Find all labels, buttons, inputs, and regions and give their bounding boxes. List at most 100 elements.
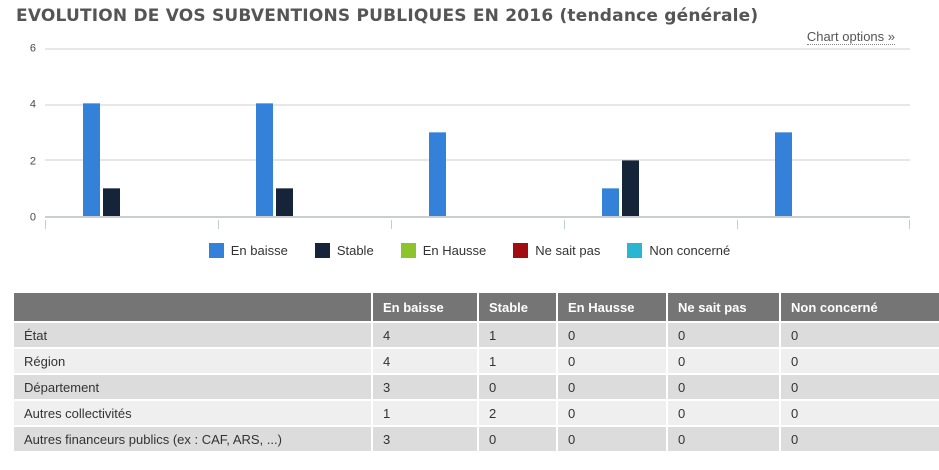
table-row: Département 3 0 0 0 0	[14, 374, 939, 401]
table-row: Autres collectivités 1 2 0 0 0	[14, 400, 939, 427]
bar-slot	[103, 187, 120, 216]
x-axis-tick	[564, 220, 565, 229]
value-cell: 0	[477, 374, 557, 401]
legend-swatch	[208, 243, 224, 258]
table-header-cell: Stable	[477, 293, 557, 323]
chart-legend: En baisse Stable En Hausse Ne sait pas Non c…	[0, 243, 939, 258]
x-axis-tick	[391, 220, 392, 229]
value-cell: 0	[666, 348, 780, 375]
bar-group	[45, 49, 218, 216]
bar-slot	[602, 187, 619, 216]
value-cell: 4	[371, 348, 478, 375]
legend-swatch	[513, 243, 529, 258]
bar-en-baisse[interactable]	[775, 131, 792, 216]
row-label-cell: Autres collectivités	[14, 400, 372, 427]
value-cell: 0	[666, 400, 780, 427]
value-cell: 3	[371, 426, 478, 453]
legend-label: Ne sait pas	[535, 243, 601, 258]
value-cell: 4	[371, 322, 478, 349]
legend-item[interactable]: En baisse	[208, 243, 288, 258]
bar-group	[737, 49, 910, 216]
y-tick-label: 6	[29, 42, 36, 55]
value-cell: 0	[779, 400, 939, 427]
row-label-cell: État	[14, 322, 372, 349]
legend-item[interactable]: En Hausse	[400, 243, 487, 258]
bar-en-baisse[interactable]	[602, 187, 619, 216]
legend-item[interactable]: Ne sait pas	[513, 243, 600, 258]
results-table: En baisse Stable En Hausse Ne sait pas Non c…	[14, 293, 939, 453]
legend-swatch	[314, 243, 330, 258]
chart-options-link[interactable]: Chart options »	[806, 29, 895, 45]
x-axis-tick	[218, 220, 219, 229]
bar-group	[564, 49, 737, 216]
bar-slot	[256, 103, 273, 216]
value-cell: 0	[779, 374, 939, 401]
table-row: État 4 1 0 0 0	[14, 322, 939, 349]
table-body: État 4 1 0 0 0 Région 4 1 0 0 0 Département 3 0 0 0 0 Autr…	[14, 322, 939, 453]
value-cell: 0	[556, 374, 667, 401]
value-cell: 1	[371, 400, 478, 427]
y-tick-label: 4	[29, 98, 36, 111]
value-cell: 0	[779, 322, 939, 349]
value-cell: 0	[556, 322, 667, 349]
value-cell: 0	[477, 426, 557, 453]
legend-swatch	[400, 243, 416, 258]
x-axis-tick	[909, 220, 910, 229]
legend-item[interactable]: Non concerné	[627, 243, 730, 258]
legend-label: Non concerné	[649, 243, 731, 258]
value-cell: 1	[477, 322, 557, 349]
value-cell: 3	[371, 374, 478, 401]
plot-area	[45, 48, 910, 218]
table-header-cell	[14, 293, 372, 323]
bar-en-baisse[interactable]	[429, 131, 446, 216]
legend-item[interactable]: Stable	[314, 243, 374, 258]
gridline	[45, 103, 910, 106]
gridline	[45, 159, 910, 162]
bar-group	[391, 49, 564, 216]
table-header-cell: En baisse	[371, 293, 478, 323]
table-head: En baisse Stable En Hausse Ne sait pas Non c…	[14, 293, 939, 323]
x-axis-tick	[45, 220, 46, 229]
y-axis-labels: 0 2 4 6	[8, 43, 36, 223]
y-tick-label: 2	[29, 155, 36, 168]
row-label-cell: Région	[14, 348, 372, 375]
bar-stable[interactable]	[276, 187, 293, 216]
legend-swatch	[627, 243, 643, 258]
bar-group	[218, 49, 391, 216]
row-label-cell: Autres financeurs publics (ex : CAF, ARS…	[14, 426, 372, 453]
value-cell: 0	[556, 426, 667, 453]
x-axis-tick	[737, 220, 738, 229]
table-header-cell: Ne sait pas	[666, 293, 780, 323]
table-header-cell: En Hausse	[556, 293, 667, 323]
row-label-cell: Département	[14, 374, 372, 401]
table-row: Région 4 1 0 0 0	[14, 348, 939, 375]
bar-stable[interactable]	[622, 159, 639, 216]
legend-label: En Hausse	[422, 243, 487, 258]
page-title: EVOLUTION DE VOS SUBVENTIONS PUBLIQUES E…	[16, 6, 759, 26]
bar-slot	[83, 103, 100, 216]
value-cell: 0	[779, 426, 939, 453]
table-header-cell: Non concerné	[779, 293, 939, 323]
value-cell: 2	[477, 400, 557, 427]
table-row: Autres financeurs publics (ex : CAF, ARS…	[14, 426, 939, 453]
value-cell: 0	[779, 348, 939, 375]
value-cell: 0	[666, 426, 780, 453]
legend-label: Stable	[336, 243, 374, 258]
value-cell: 1	[477, 348, 557, 375]
value-cell: 0	[556, 400, 667, 427]
value-cell: 0	[556, 348, 667, 375]
bar-stable[interactable]	[103, 187, 120, 216]
bar-slot	[429, 131, 446, 216]
bar-slot	[775, 131, 792, 216]
bar-slot	[622, 159, 639, 216]
bar-en-baisse[interactable]	[256, 103, 273, 216]
chart-options: Chart options »	[806, 29, 895, 45]
value-cell: 0	[666, 374, 780, 401]
gridline	[45, 48, 910, 50]
legend-label: En baisse	[230, 243, 288, 258]
bar-slot	[276, 187, 293, 216]
value-cell: 0	[666, 322, 780, 349]
bar-en-baisse[interactable]	[83, 103, 100, 216]
table-header-row: En baisse Stable En Hausse Ne sait pas Non c…	[14, 293, 939, 323]
y-tick-label: 0	[29, 211, 36, 224]
